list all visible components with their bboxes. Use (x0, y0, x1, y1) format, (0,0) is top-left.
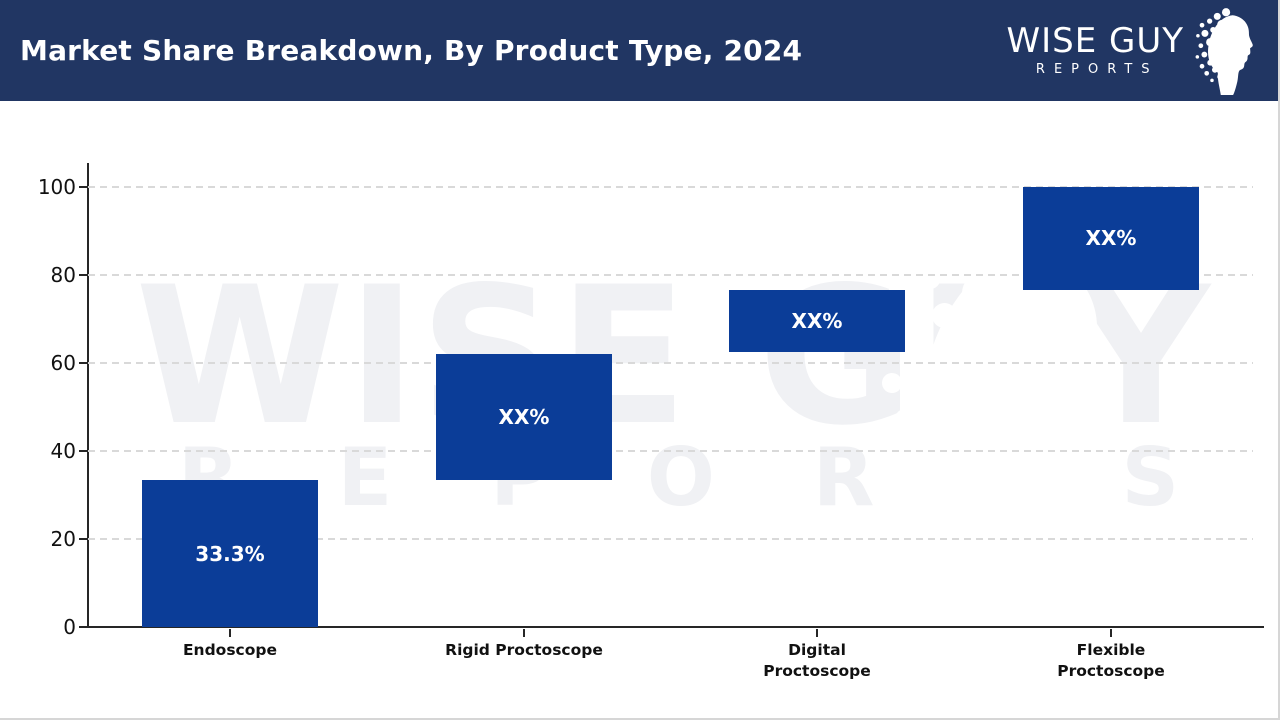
wise-guy-logo: WISE GUY REPORTS (1006, 7, 1266, 95)
category-label-line: Digital (788, 641, 846, 659)
bar-endoscope: 33.3% (142, 480, 318, 627)
bar-digital-proctoscope: XX% (729, 290, 905, 353)
x-tick-1 (229, 629, 231, 637)
bar-value-label: XX% (1085, 226, 1137, 251)
category-label-line: Proctoscope (1057, 662, 1165, 680)
y-tick-label-40: 40 (50, 439, 76, 463)
gridline-60 (88, 362, 1253, 364)
plot-area: 0 20 40 60 80 100 33.3% XX% XX% XX% Endoscope Rigid… (0, 101, 1278, 718)
gridline-20 (88, 538, 1253, 540)
y-tick-label-100: 100 (37, 175, 76, 199)
x-tick-3 (816, 629, 818, 637)
y-axis-spine (87, 163, 89, 628)
category-label-3: Digital Proctoscope (687, 640, 947, 682)
y-tick-60 (79, 362, 87, 364)
chart-title: Market Share Breakdown, By Product Type,… (20, 34, 803, 67)
bar-flexible-proctoscope: XX% (1023, 187, 1199, 290)
category-label-1: Endoscope (100, 640, 360, 661)
logo-subtitle: REPORTS (1035, 62, 1159, 77)
y-tick-0 (79, 626, 87, 628)
y-tick-40 (79, 450, 87, 452)
category-label-line: Endoscope (182, 641, 278, 659)
y-tick-label-20: 20 (50, 527, 76, 551)
category-label-line: Flexible (1076, 641, 1146, 659)
bar-value-label: XX% (498, 405, 550, 430)
y-tick-label-60: 60 (50, 351, 76, 375)
y-tick-100 (79, 186, 87, 188)
bar-value-label: 33.3% (195, 541, 265, 566)
x-axis-spine (87, 626, 1264, 628)
y-tick-80 (79, 274, 87, 276)
gridline-80 (88, 274, 1253, 276)
x-tick-4 (1110, 629, 1112, 637)
y-tick-20 (79, 538, 87, 540)
gridline-100 (88, 186, 1253, 188)
category-label-2: Rigid Proctoscope (394, 640, 654, 661)
bar-rigid-proctoscope: XX% (436, 354, 612, 481)
y-tick-label-80: 80 (50, 263, 76, 287)
header-bar: Market Share Breakdown, By Product Type,… (0, 0, 1278, 101)
gridline-40 (88, 450, 1253, 452)
category-label-line: Rigid Proctoscope (445, 641, 603, 659)
bar-value-label: XX% (791, 309, 843, 334)
logo-wordmark: WISE GUY (1006, 21, 1184, 61)
logo-head-icon (1195, 7, 1253, 95)
category-label-line: Proctoscope (763, 662, 871, 680)
x-tick-2 (523, 629, 525, 637)
logo-text: WISE GUY REPORTS (1006, 24, 1184, 77)
category-label-4: Flexible Proctoscope (981, 640, 1241, 682)
y-tick-label-0: 0 (63, 615, 76, 639)
